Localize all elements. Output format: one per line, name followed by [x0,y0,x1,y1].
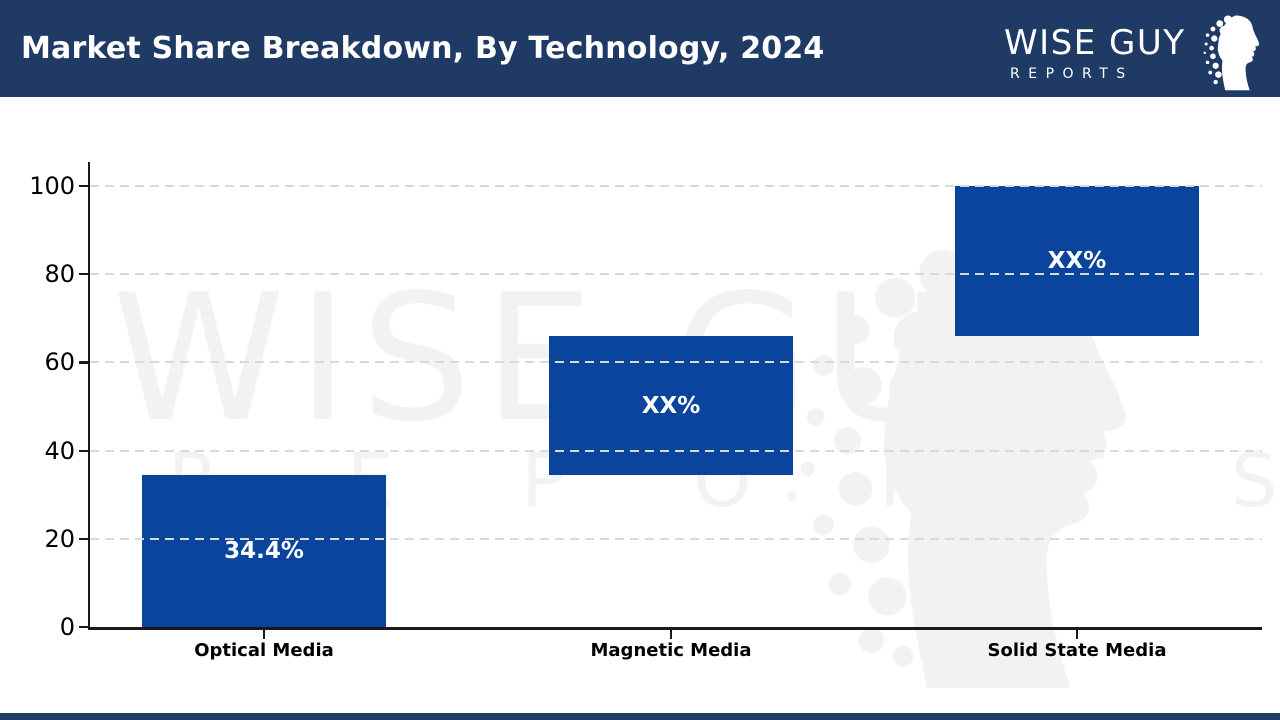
y-tick-label-20: 20 [44,524,75,553]
logo-brand-text: WISE GUY [1004,23,1186,63]
bar-value-label: XX% [1047,247,1107,274]
x-axis-label-solid-state-media: Solid State Media [987,640,1167,661]
x-tick-3 [1076,630,1079,639]
y-tick-60 [79,361,88,364]
x-tick-1 [263,630,266,639]
y-tick-100 [79,185,88,188]
gridline-100 [90,185,1262,187]
gridline-40 [90,449,1262,452]
x-axis-label-optical-media: Optical Media [194,640,334,661]
bar-value-label: 34.4% [224,538,304,565]
x-axis-label-magnetic-media: Magnetic Media [590,640,752,661]
logo-sub-text: REPORTS [1010,66,1134,82]
header-bar: Market Share Breakdown, By Technology, 2… [0,0,1280,97]
gridline-20 [90,537,1262,540]
y-tick-label-100: 100 [29,172,75,200]
y-tick-0 [79,626,88,629]
x-axis-line [88,627,1262,630]
y-tick-80 [79,273,88,276]
gridline-80 [90,273,1262,276]
chart-title: Market Share Breakdown, By Technology, 2… [21,31,825,66]
watermark-dotted-head-icon [786,249,1127,689]
y-tick-20 [79,537,88,540]
footer-bar [0,713,1280,720]
x-tick-2 [670,630,673,639]
y-tick-label-0: 0 [59,613,75,641]
bar-magnetic-media: XX% [549,335,793,476]
y-axis-line [88,162,91,629]
bar-solid-state-media: XX% [955,186,1199,336]
wise-guy-reports-logo: WISE GUY REPORTS [1004,15,1260,91]
y-tick-label-40: 40 [44,436,75,465]
y-tick-40 [79,449,88,452]
bar-optical-media: 34.4% [142,475,386,627]
y-tick-label-80: 80 [44,260,75,289]
bar-value-label: XX% [641,392,701,419]
gridline-60 [90,361,1262,364]
y-tick-label-60: 60 [44,348,75,377]
